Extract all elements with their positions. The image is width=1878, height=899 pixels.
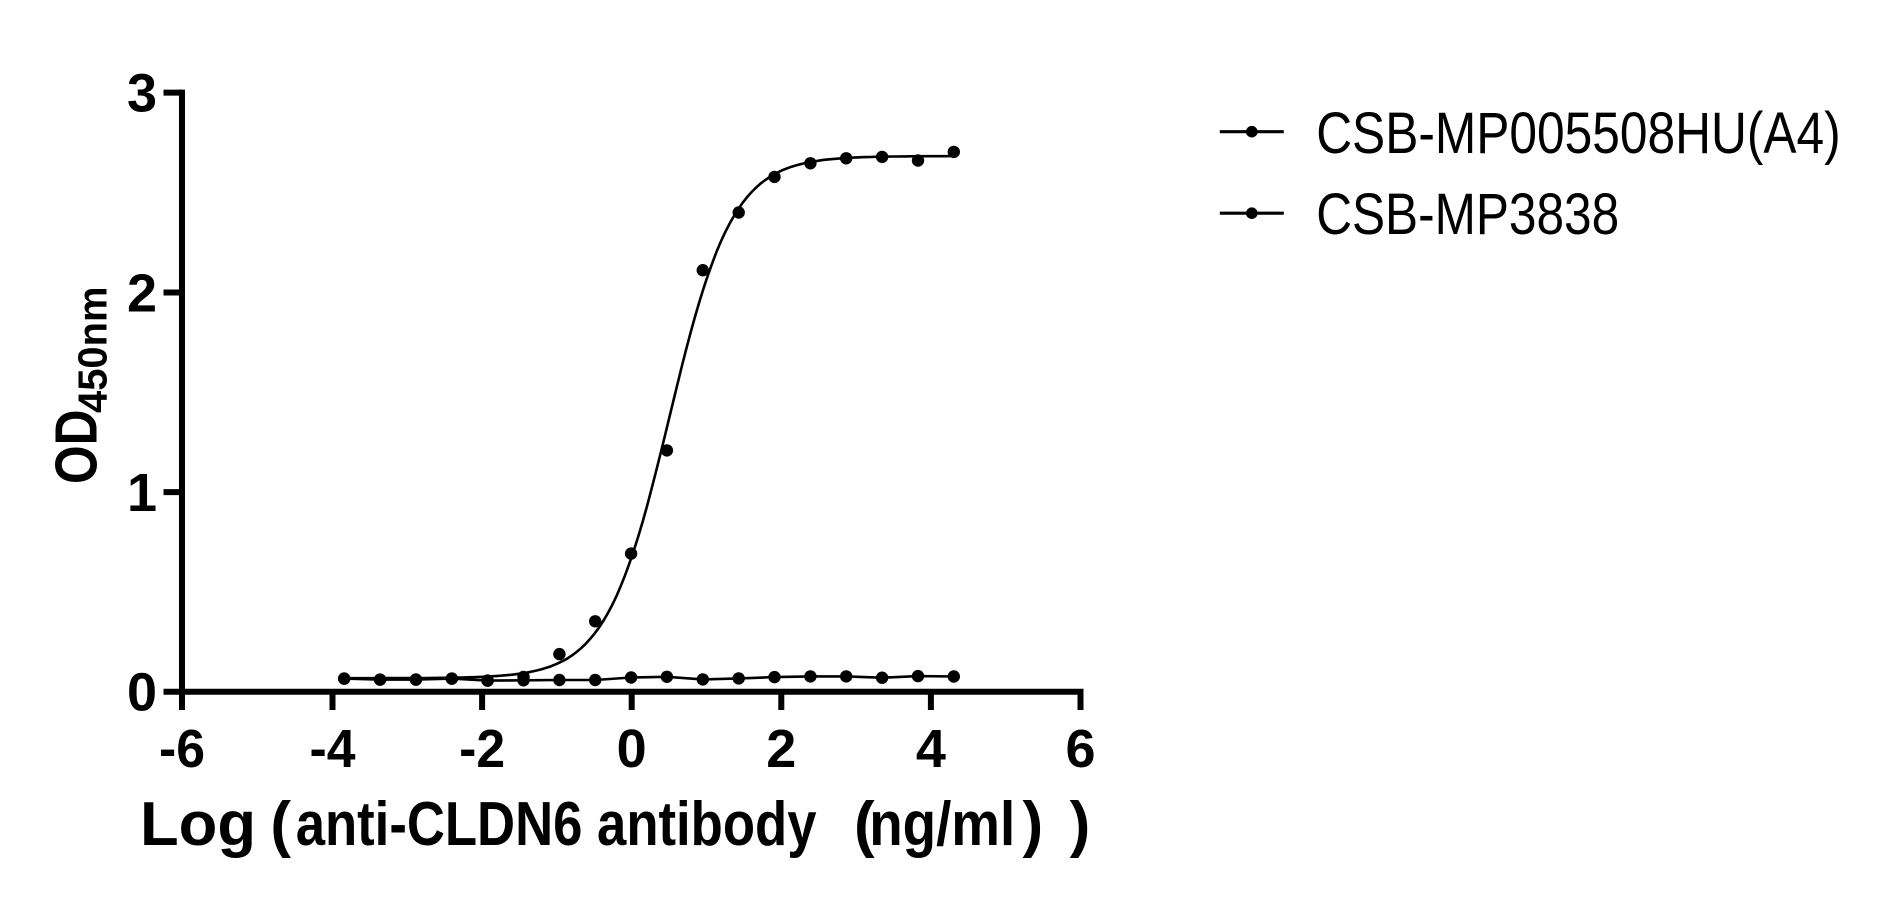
svg-text:2: 2 [127, 264, 157, 324]
svg-text:1: 1 [127, 463, 157, 523]
svg-text:2: 2 [766, 719, 796, 779]
svg-text:(: ( [854, 790, 875, 859]
svg-text:anti-CLDN6 antibody: anti-CLDN6 antibody [296, 790, 817, 859]
svg-text:450nm: 450nm [70, 287, 116, 414]
svg-text:CSB-MP3838: CSB-MP3838 [1316, 182, 1619, 247]
svg-text:): ) [1070, 790, 1091, 859]
svg-text:OD: OD [44, 410, 110, 485]
svg-text:ng/ml: ng/ml [869, 790, 1015, 859]
svg-text:CSB-MP005508HU(A4): CSB-MP005508HU(A4) [1316, 101, 1841, 166]
svg-text:-4: -4 [310, 719, 356, 779]
svg-text:-2: -2 [459, 719, 505, 779]
svg-text:-6: -6 [159, 719, 205, 779]
svg-text:): ) [1023, 790, 1044, 859]
svg-text:0: 0 [617, 719, 647, 779]
svg-text:0: 0 [127, 663, 157, 723]
svg-text:6: 6 [1065, 719, 1095, 779]
svg-text:4: 4 [916, 719, 946, 779]
svg-text:3: 3 [127, 64, 157, 124]
svg-text:(: ( [270, 790, 291, 859]
svg-text:Log: Log [140, 790, 256, 859]
